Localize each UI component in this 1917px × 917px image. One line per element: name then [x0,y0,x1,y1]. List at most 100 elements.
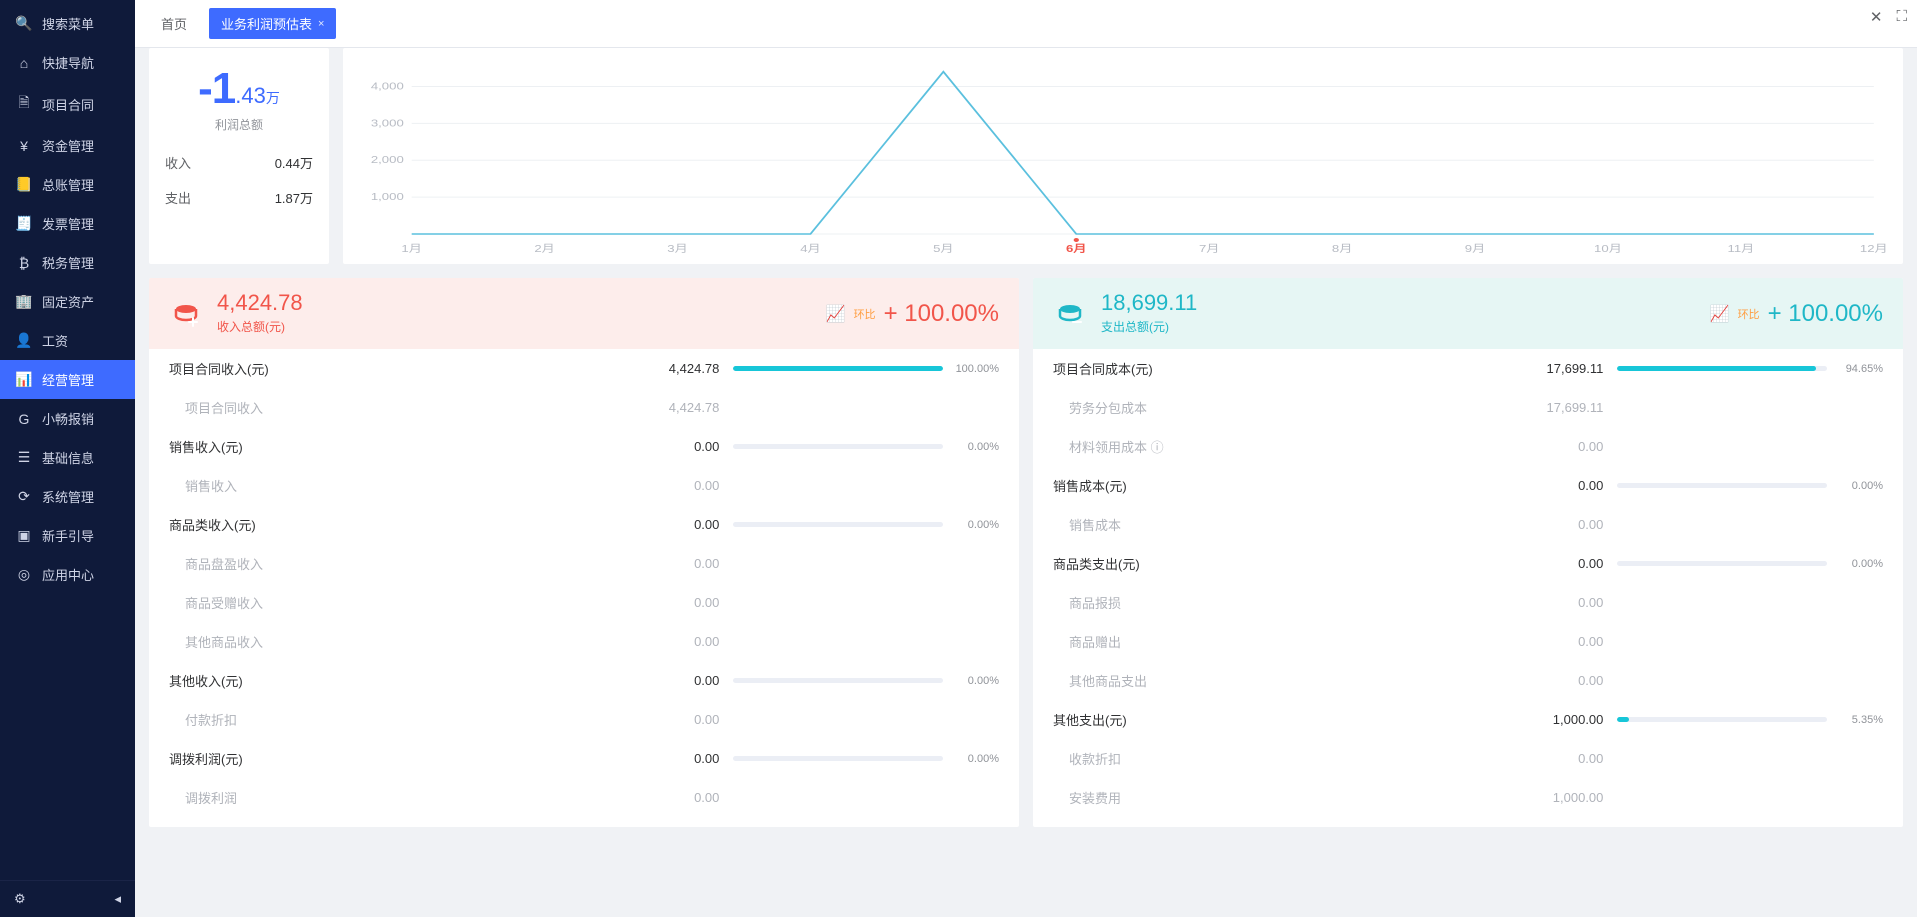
tab-close-icon[interactable]: × [318,18,324,30]
profit-total-unit: 万 [266,90,280,106]
row-value: 0.00 [551,673,734,688]
row-percent: 0.00% [951,753,999,765]
close-icon[interactable]: ✕ [1870,8,1883,26]
row-percent: 0.00% [1835,480,1883,492]
sidebar-item-3[interactable]: ¥资金管理 [0,126,135,165]
overview-row-value: 0.44万 [275,153,313,172]
expense-card: 18,699.11 支出总额(元) 📈 环比 + 100.00% 项目合同成本(… [1033,278,1903,827]
sidebar-item-5[interactable]: 🧾发票管理 [0,204,135,243]
svg-text:12月: 12月 [1860,243,1887,254]
sidebar-item-label: 项目合同 [42,95,94,114]
sidebar-item-label: 基础信息 [42,448,94,467]
row-value: 0.00 [551,556,734,571]
sidebar-icon: ☰ [16,449,32,466]
trend-up-icon: 📈 [1710,304,1730,324]
svg-text:11月: 11月 [1727,243,1754,254]
sidebar-item-8[interactable]: 👤工资 [0,321,135,360]
sidebar-item-14[interactable]: ◎应用中心 [0,555,135,594]
sidebar-item-6[interactable]: ₿ 税务管理 [0,243,135,282]
row-name: 商品受赠收入 [169,593,551,612]
overview-row-value: 1.87万 [275,188,313,207]
profit-total-dec: .43 [235,83,266,108]
sidebar-item-12[interactable]: ⟳系统管理 [0,477,135,516]
sidebar-item-label: 新手引导 [42,526,94,545]
sidebar-item-label: 总账管理 [42,175,94,194]
breakdown-sub-row: 项目合同收入4,424.78 [149,388,1019,427]
sidebar-item-9[interactable]: 📊经营管理 [0,360,135,399]
row-name: 项目合同收入(元) [169,359,551,378]
breakdown-sub-row: 劳务分包成本17,699.11 [1033,388,1903,427]
row-name: 其他支出(元) [1053,710,1435,729]
row-value: 4,424.78 [551,400,734,415]
row-name: 付款折扣 [169,710,551,729]
collapse-sidebar-icon[interactable]: ◂ [114,891,121,907]
row-value: 0.00 [551,478,734,493]
fullscreen-icon[interactable]: ⛶ [1896,8,1907,26]
sidebar-icon: 🔍 [16,15,32,32]
svg-text:4,000: 4,000 [371,81,405,92]
row-value: 0.00 [551,751,734,766]
sidebar-item-label: 应用中心 [42,565,94,584]
row-name: 其他商品收入 [169,632,551,651]
breakdown-sub-row: 其他商品支出0.00 [1033,661,1903,700]
income-card: 4,424.78 收入总额(元) 📈 环比 + 100.00% 项目合同收入(元… [149,278,1019,827]
sidebar-item-0[interactable]: 🔍搜索菜单 [0,4,135,43]
row-name: 其他商品支出 [1053,671,1435,690]
row-percent: 0.00% [951,519,999,531]
svg-text:6月: 6月 [1066,243,1087,254]
breakdown-row: 销售收入(元)0.000.00% [149,427,1019,466]
row-value: 0.00 [1435,751,1618,766]
sidebar-item-label: 经营管理 [42,370,94,389]
sidebar-item-10[interactable]: G 小畅报销 [0,399,135,438]
sidebar-item-2[interactable]: 🗎项目合同 [0,82,135,126]
row-value: 0.00 [551,712,734,727]
sidebar-item-7[interactable]: 🏢固定资产 [0,282,135,321]
sidebar-icon: ₿ [16,255,32,271]
income-total-value: 4,424.78 [217,292,303,314]
svg-text:2月: 2月 [534,243,555,254]
row-value: 0.00 [1435,673,1618,688]
row-value: 0.00 [1435,595,1618,610]
svg-text:9月: 9月 [1465,243,1486,254]
sidebar-item-label: 税务管理 [42,253,94,272]
overview-row-label: 收入 [165,153,191,172]
row-name: 商品类支出(元) [1053,554,1435,573]
breakdown-sub-row: 销售收入0.00 [149,466,1019,505]
row-name: 材料领用成本 ⓘ [1053,437,1435,456]
sidebar-item-11[interactable]: ☰ 基础信息 [0,438,135,477]
sidebar-item-13[interactable]: ▣新手引导 [0,516,135,555]
breakdown-row: 其他收入(元)0.000.00% [149,661,1019,700]
settings-icon[interactable]: ⚙ [14,891,26,907]
income-icon [169,297,203,331]
breakdown-row: 销售成本(元)0.000.00% [1033,466,1903,505]
sidebar-item-1[interactable]: ⌂快捷导航 [0,43,135,82]
sidebar-icon: 🧾 [16,215,32,232]
row-name: 销售收入 [169,476,551,495]
sidebar-item-label: 小畅报销 [42,409,94,428]
row-value: 0.00 [1435,478,1618,493]
breakdown-sub-row: 收款折扣0.00 [1033,739,1903,778]
row-percent: 100.00% [951,363,999,375]
row-value: 0.00 [551,634,734,649]
row-value: 1,000.00 [1435,712,1618,727]
sidebar-icon: ¥ [16,138,32,154]
breakdown-sub-row: 安装费用1,000.00 [1033,778,1903,817]
svg-text:5月: 5月 [933,243,954,254]
expense-total-label: 支出总额(元) [1101,318,1197,335]
row-name: 安装费用 [1053,788,1435,807]
breakdown-sub-row: 材料领用成本 ⓘ0.00 [1033,427,1903,466]
svg-text:4月: 4月 [800,243,821,254]
tab-profit-estimate[interactable]: 业务利润预估表 × [209,8,336,39]
overview-row: 支出1.87万 [163,180,315,215]
row-value: 0.00 [551,595,734,610]
row-percent: 5.35% [1835,714,1883,726]
sidebar-item-label: 固定资产 [42,292,94,311]
breakdown-sub-row: 商品受赠收入0.00 [149,583,1019,622]
sidebar-item-4[interactable]: 📒总账管理 [0,165,135,204]
row-name: 劳务分包成本 [1053,398,1435,417]
svg-text:3,000: 3,000 [371,118,405,129]
breakdown-sub-row: 商品赠出0.00 [1033,622,1903,661]
sidebar-icon: G [16,411,32,427]
tab-home[interactable]: 首页 [149,8,199,39]
income-hb-value: + 100.00% [884,300,999,328]
